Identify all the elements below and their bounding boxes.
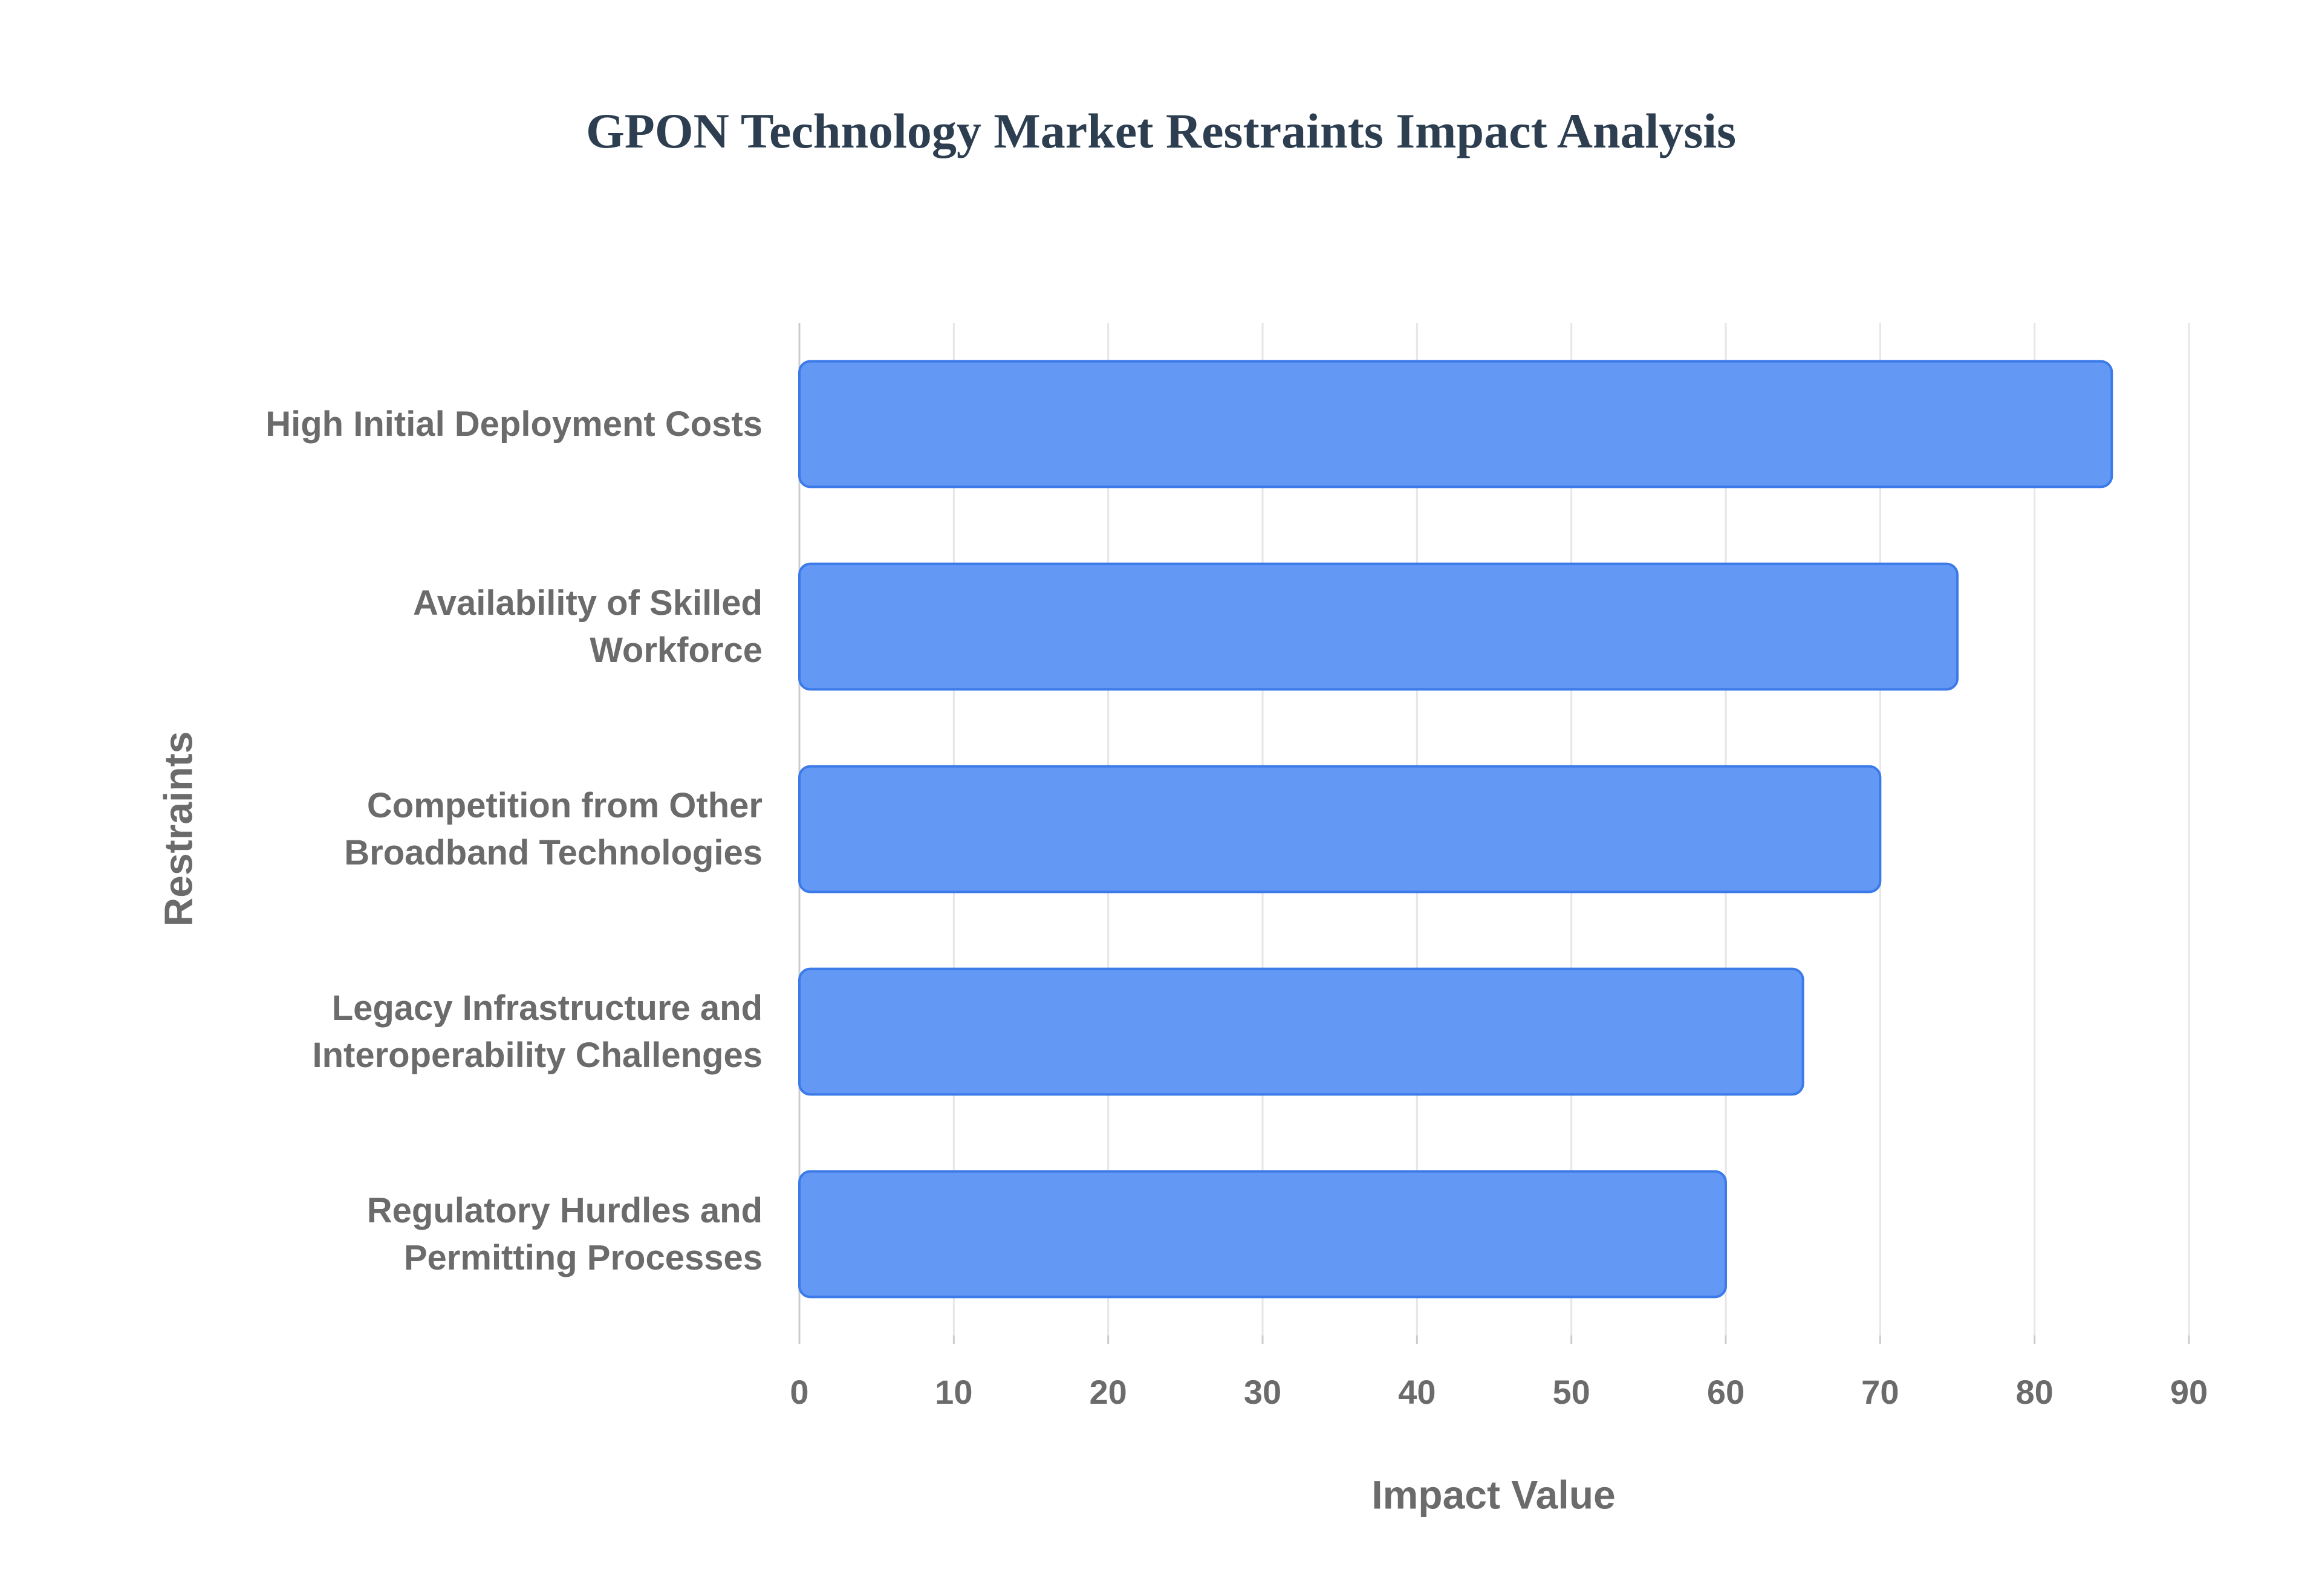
y-tick-label: Availability of Skilled Workforce bbox=[412, 583, 763, 670]
x-tick-label: 40 bbox=[1398, 1373, 1436, 1411]
y-tick-label: Legacy Infrastructure and Interoperabili… bbox=[312, 988, 763, 1075]
x-tick-label: 90 bbox=[2170, 1373, 2208, 1411]
x-axis-title: Impact Value bbox=[1371, 1472, 1616, 1517]
x-tick-label: 10 bbox=[935, 1373, 972, 1411]
x-tick-label: 30 bbox=[1244, 1373, 1281, 1411]
bar bbox=[798, 765, 1882, 894]
x-tick-label: 50 bbox=[1553, 1373, 1590, 1411]
bar bbox=[798, 562, 1959, 691]
bar bbox=[798, 967, 1804, 1096]
bar bbox=[798, 360, 2113, 488]
bar bbox=[798, 1170, 1727, 1299]
x-tick-label: 80 bbox=[2016, 1373, 2054, 1411]
y-axis-title: Restraints bbox=[155, 731, 200, 927]
x-tick-label: 60 bbox=[1707, 1373, 1745, 1411]
x-tick-label: 70 bbox=[1861, 1373, 1899, 1411]
x-tick-label: 0 bbox=[790, 1373, 808, 1411]
x-tick-label: 20 bbox=[1090, 1373, 1127, 1411]
y-tick-label: Regulatory Hurdles and Permitting Proces… bbox=[366, 1190, 763, 1277]
chart-title: GPON Technology Market Restraints Impact… bbox=[586, 103, 1736, 158]
y-tick-label: Competition from Other Broadband Technol… bbox=[344, 785, 763, 872]
y-tick-label: High Initial Deployment Costs bbox=[265, 404, 763, 444]
